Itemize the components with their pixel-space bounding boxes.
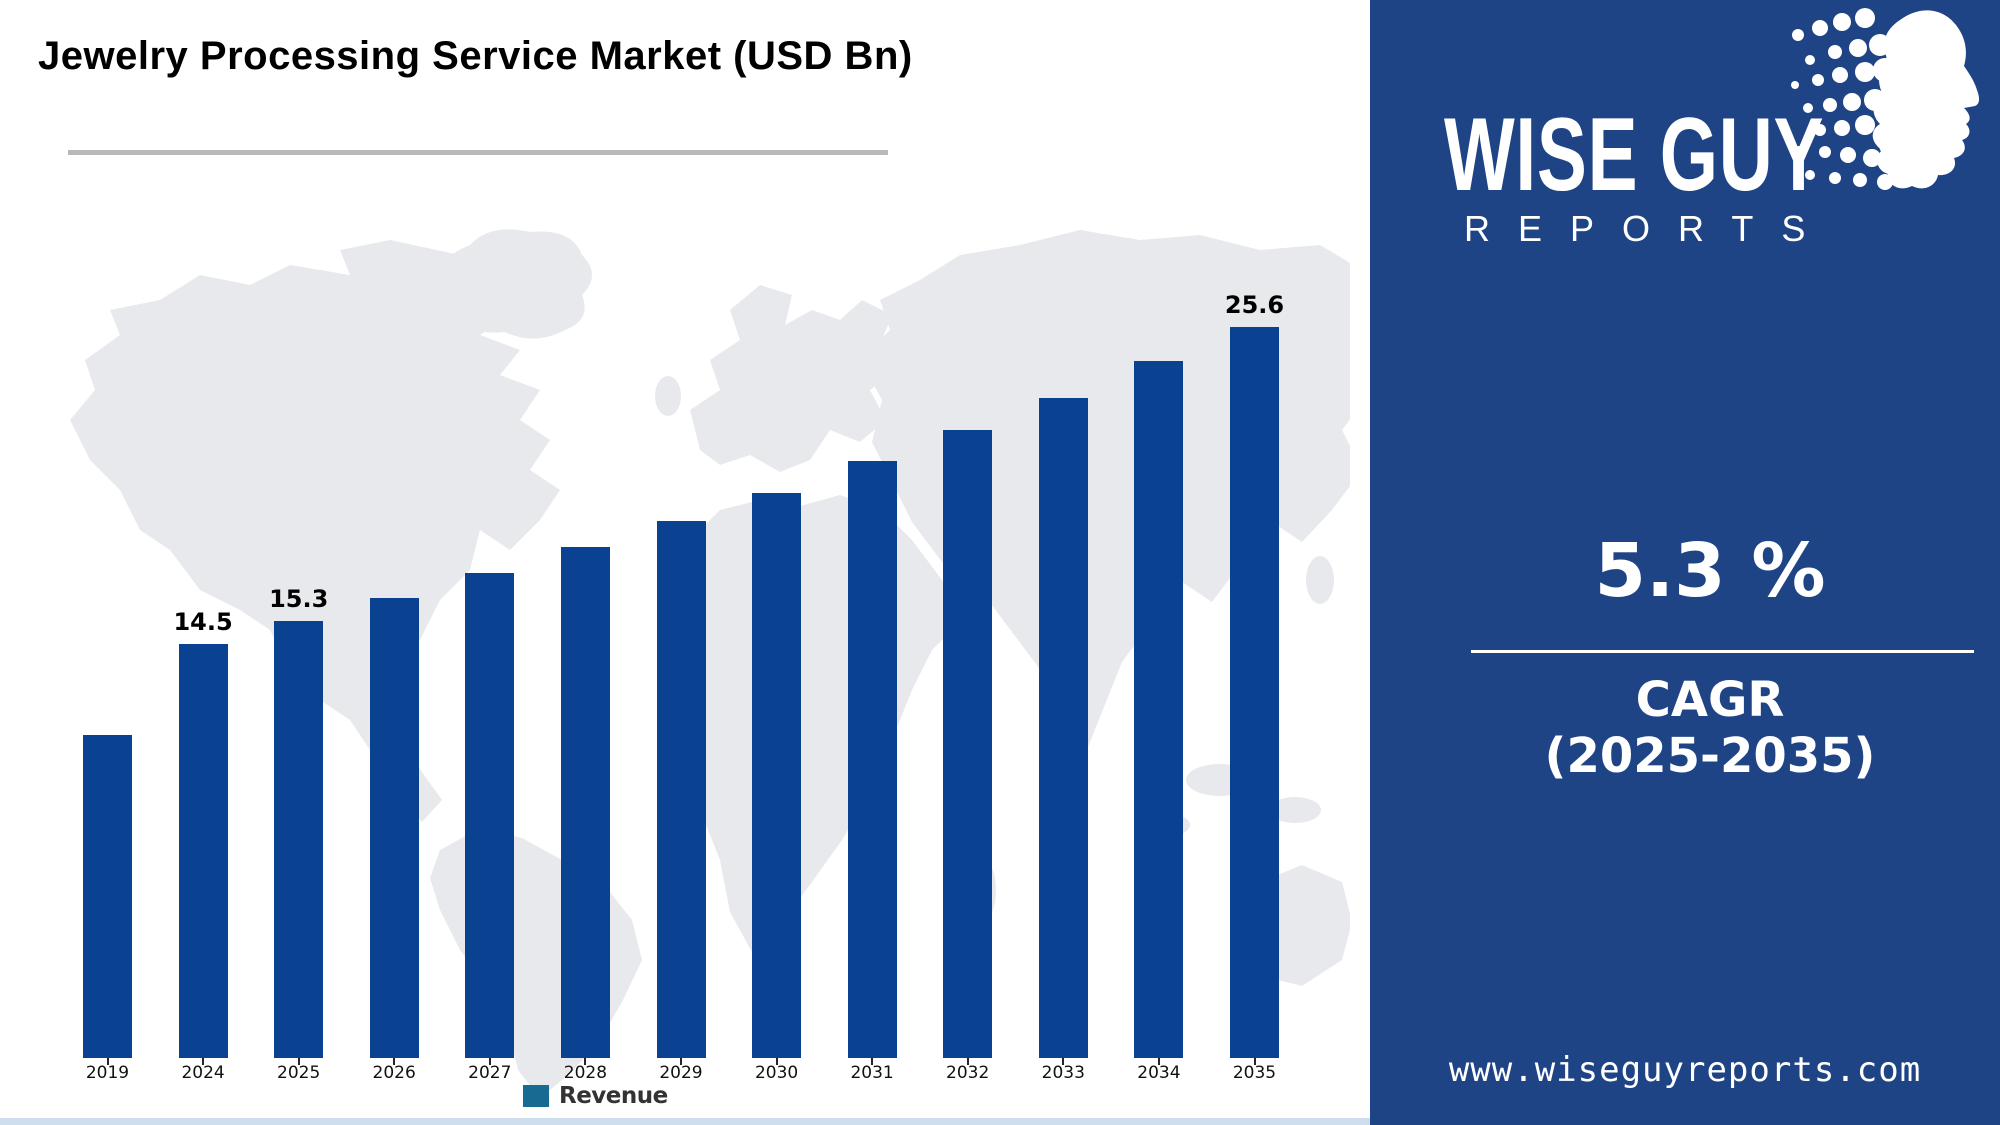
- logo-text-wise-guy: WISE GUY: [1444, 97, 1825, 213]
- x-axis-label-2035: 2035: [1232, 1063, 1277, 1083]
- x-axis-tick-2031: [871, 1058, 874, 1065]
- wise-guy-reports-logo: WISE GUY REPORTS: [1370, 0, 2000, 260]
- bar-2032: [943, 430, 993, 1058]
- x-axis-tick-2030: [775, 1058, 778, 1065]
- x-axis-tick-2034: [1157, 1058, 1160, 1065]
- x-axis-label-2028: 2028: [563, 1063, 608, 1083]
- bar-value-label-2024: 14.5: [173, 608, 233, 636]
- cagr-label-line1: CAGR: [1635, 672, 1785, 728]
- page-title: Jewelry Processing Service Market (USD B…: [38, 34, 913, 78]
- x-axis-tick-2026: [393, 1058, 396, 1065]
- x-axis-label-2027: 2027: [468, 1063, 512, 1083]
- x-axis-tick-2032: [966, 1058, 969, 1065]
- cagr-label: CAGR (2025-2035): [1440, 672, 1980, 784]
- bar-value-label-2025: 15.3: [269, 585, 329, 613]
- x-axis-tick-2024: [202, 1058, 205, 1065]
- x-axis-tick-2035: [1253, 1058, 1256, 1065]
- logo-text-reports: REPORTS: [1464, 208, 1834, 249]
- cagr-divider: [1471, 650, 1974, 653]
- x-axis-label-2030: 2030: [754, 1063, 799, 1083]
- bar-2028: [560, 547, 610, 1058]
- x-axis-label-2024: 2024: [181, 1063, 225, 1083]
- bar-2034: [1134, 361, 1184, 1058]
- x-axis-label-2019: 2019: [85, 1063, 130, 1083]
- x-axis-tick-2033: [1062, 1058, 1065, 1065]
- x-axis-label-2031: 2031: [850, 1063, 894, 1083]
- bar-value-label-2035: 25.6: [1224, 291, 1285, 319]
- bar-2027: [465, 573, 515, 1058]
- cagr-label-line2: (2025-2035): [1544, 728, 1876, 785]
- x-axis-label-2025: 2025: [277, 1063, 321, 1083]
- x-axis-label-2033: 2033: [1041, 1063, 1085, 1083]
- x-axis-label-2026: 2026: [372, 1063, 416, 1083]
- x-axis-label-2034: 2034: [1137, 1063, 1181, 1083]
- cagr-value: 5.3 %: [1594, 528, 1826, 614]
- legend-swatch-revenue: [523, 1085, 549, 1107]
- bar-2026: [369, 598, 419, 1058]
- bar-2031: [847, 461, 897, 1058]
- bar-2025: [274, 621, 324, 1058]
- x-axis-tick-2027: [488, 1058, 491, 1065]
- bar-2030: [752, 493, 802, 1058]
- title-underline: [68, 150, 888, 155]
- chart-panel: Jewelry Processing Service Market (USD B…: [0, 34, 1370, 1125]
- x-axis-label-2032: 2032: [946, 1063, 990, 1083]
- x-axis-tick-2029: [680, 1058, 682, 1065]
- x-axis-tick-2028: [584, 1058, 587, 1065]
- sidebar: WISE GUY REPORTS 5.3 %: [1370, 0, 2000, 1125]
- chart-legend: Revenue: [523, 1083, 668, 1109]
- bar-2019: [83, 735, 132, 1058]
- x-axis-tick-2019: [106, 1058, 109, 1065]
- legend-label-revenue: Revenue: [559, 1083, 668, 1109]
- x-axis-tick-2025: [297, 1058, 300, 1065]
- x-axis-label-2029: 2029: [659, 1063, 703, 1083]
- bar-2024: [178, 644, 228, 1058]
- bar-2035: [1230, 327, 1279, 1058]
- website-url: www.wiseguyreports.com: [1448, 1050, 1922, 1090]
- bar-2029: [656, 521, 706, 1058]
- bar-2033: [1038, 398, 1088, 1058]
- bottom-accent-strip: [0, 1118, 1370, 1125]
- logo-face-icon: [1791, 8, 1980, 190]
